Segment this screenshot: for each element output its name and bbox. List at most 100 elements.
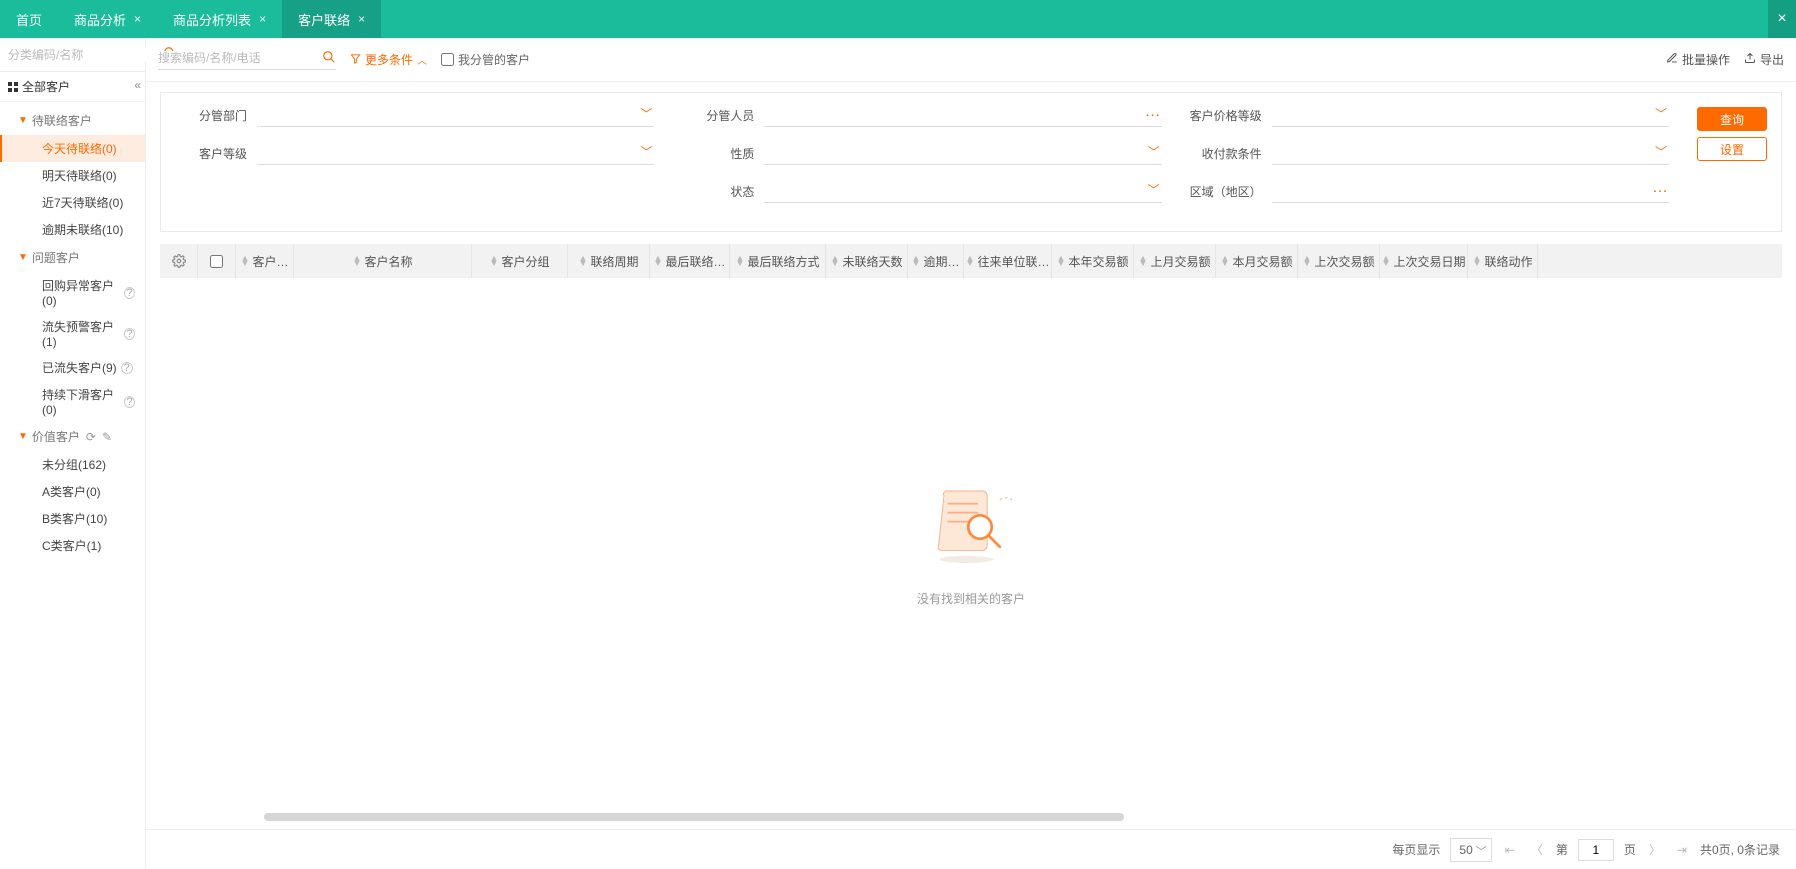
sidebar-item-label: 近7天待联络(0) xyxy=(42,194,123,211)
top-tab-bar: 首页商品分析×商品分析列表×客户联络× × xyxy=(0,0,1796,38)
sidebar-item[interactable]: 已流失客户(9)? xyxy=(0,354,145,381)
close-icon[interactable]: × xyxy=(358,12,365,26)
filter-select[interactable]: ﹀ xyxy=(1272,103,1669,127)
sidebar: 全部客户 « ▼待联络客户今天待联络(0)明天待联络(0) 近7天待联络(0) 逾期… xyxy=(0,38,146,869)
column-header[interactable]: ▲▼上次交易日期 xyxy=(1380,244,1468,278)
filter-select[interactable]: ﹀ xyxy=(257,103,654,127)
per-page-select[interactable]: 50 ﹀ xyxy=(1450,838,1491,862)
help-icon[interactable]: ? xyxy=(124,287,135,299)
column-header[interactable]: ▲▼本月交易额 xyxy=(1216,244,1298,278)
column-header[interactable]: ▲▼未联络天数 xyxy=(826,244,908,278)
column-header[interactable]: ▲▼客户名称 xyxy=(294,244,472,278)
sidebar-search-input[interactable] xyxy=(8,48,163,62)
my-customers-checkbox-input[interactable] xyxy=(441,53,454,66)
column-header[interactable]: ▲▼逾期… xyxy=(908,244,964,278)
close-icon[interactable]: × xyxy=(259,12,266,26)
select-all-checkbox[interactable] xyxy=(210,255,223,268)
config-button[interactable]: 设置 xyxy=(1697,137,1767,161)
next-page-button[interactable]: 〉 xyxy=(1646,841,1664,858)
caret-down-icon: ▼ xyxy=(18,252,28,263)
column-header[interactable]: ▲▼客户分组 xyxy=(472,244,568,278)
column-header[interactable]: ▲▼联络周期 xyxy=(568,244,650,278)
filter-field: 区域（地区）… xyxy=(1190,179,1669,203)
column-header[interactable]: ▲▼往来单位联… xyxy=(964,244,1052,278)
sort-icon: ▲▼ xyxy=(1473,256,1482,266)
column-header[interactable]: ▲▼联络动作 xyxy=(1468,244,1538,278)
filter-label: 收付款条件 xyxy=(1190,145,1272,162)
filter-picker[interactable]: … xyxy=(764,103,1161,127)
column-label: 本月交易额 xyxy=(1232,253,1292,270)
help-icon[interactable]: ? xyxy=(124,328,135,340)
filter-select[interactable]: ﹀ xyxy=(1272,141,1669,165)
sidebar-root[interactable]: 全部客户 « xyxy=(0,72,145,102)
edit-icon xyxy=(1666,52,1678,67)
column-header[interactable]: ▲▼上次交易额 xyxy=(1298,244,1380,278)
top-tab[interactable]: 客户联络× xyxy=(282,0,381,38)
more-conditions-toggle[interactable]: 更多条件 ︿ xyxy=(350,51,427,68)
sidebar-item[interactable]: 明天待联络(0) xyxy=(0,162,145,189)
edit-icon[interactable]: ✎ xyxy=(102,430,112,444)
sidebar-item[interactable]: 回购异常客户(0)? xyxy=(0,272,145,313)
column-settings-button[interactable] xyxy=(160,244,198,278)
column-header[interactable]: ▲▼客户… xyxy=(236,244,294,278)
column-header[interactable]: ▲▼本年交易额 xyxy=(1052,244,1134,278)
sort-icon: ▲▼ xyxy=(353,256,362,266)
sidebar-item[interactable]: 逾期未联络(10) xyxy=(0,216,145,243)
top-tab[interactable]: 商品分析× xyxy=(58,0,157,38)
close-icon: × xyxy=(1777,10,1786,28)
select-all-cell xyxy=(198,244,236,278)
main-search-input[interactable] xyxy=(158,51,322,65)
column-label: 客户名称 xyxy=(364,253,412,270)
filter-field: 分管人员… xyxy=(682,103,1161,127)
my-customers-checkbox[interactable]: 我分管的客户 xyxy=(441,51,530,68)
close-all-tabs-button[interactable]: × xyxy=(1768,0,1796,38)
empty-illustration-icon xyxy=(916,482,1026,572)
sidebar-item[interactable]: 持续下滑客户(0)? xyxy=(0,381,145,422)
column-label: 客户分组 xyxy=(501,253,549,270)
column-header[interactable]: ▲▼最后联络… xyxy=(650,244,730,278)
search-icon[interactable] xyxy=(322,50,336,67)
sidebar-item[interactable]: B类客户(10) xyxy=(0,505,145,532)
filter-select[interactable]: ﹀ xyxy=(764,141,1161,165)
filter-select[interactable]: ﹀ xyxy=(764,179,1161,203)
column-label: 未联络天数 xyxy=(842,253,902,270)
sidebar-item[interactable]: C类客户(1) xyxy=(0,532,145,559)
export-button[interactable]: 导出 xyxy=(1744,51,1784,68)
top-tab[interactable]: 商品分析列表× xyxy=(157,0,282,38)
refresh-icon[interactable]: ⟳ xyxy=(86,430,96,444)
help-icon[interactable]: ? xyxy=(121,362,133,374)
collapse-sidebar-icon[interactable]: « xyxy=(134,78,141,92)
close-icon[interactable]: × xyxy=(134,12,141,26)
page-input[interactable] xyxy=(1578,839,1614,861)
column-label: 最后联络方式 xyxy=(747,253,819,270)
sidebar-group[interactable]: ▼价值客户⟳✎ xyxy=(0,422,145,451)
column-header[interactable]: ▲▼最后联络方式 xyxy=(730,244,826,278)
filter-select[interactable]: ﹀ xyxy=(257,141,654,165)
last-page-button[interactable]: ⇥ xyxy=(1674,843,1690,857)
sidebar-item[interactable]: 未分组(162) xyxy=(0,451,145,478)
column-header[interactable]: ▲▼上月交易额 xyxy=(1134,244,1216,278)
table: ▲▼客户…▲▼客户名称▲▼客户分组▲▼联络周期▲▼最后联络…▲▼最后联络方式▲▼… xyxy=(160,244,1782,829)
empty-state: 没有找到相关的客户 xyxy=(160,278,1782,811)
sort-icon: ▲▼ xyxy=(1382,256,1391,266)
column-label: 本年交易额 xyxy=(1068,253,1128,270)
prev-page-button[interactable]: 〈 xyxy=(1528,841,1546,858)
help-icon[interactable]: ? xyxy=(124,396,135,408)
horizontal-scrollbar[interactable] xyxy=(174,811,1768,823)
sidebar-item[interactable]: 今天待联络(0) xyxy=(0,135,145,162)
scrollbar-thumb[interactable] xyxy=(264,813,1124,821)
column-label: 上月交易额 xyxy=(1150,253,1210,270)
top-tab[interactable]: 首页 xyxy=(0,0,58,38)
sidebar-item[interactable]: A类客户(0) xyxy=(0,478,145,505)
sidebar-item-label: 流失预警客户(1) xyxy=(42,318,120,349)
sidebar-group[interactable]: ▼待联络客户 xyxy=(0,106,145,135)
sidebar-item[interactable]: 流失预警客户(1)? xyxy=(0,313,145,354)
filter-picker[interactable]: … xyxy=(1272,179,1669,203)
query-button[interactable]: 查询 xyxy=(1697,107,1767,131)
sidebar-item[interactable]: 近7天待联络(0) xyxy=(0,189,145,216)
batch-action-label: 批量操作 xyxy=(1682,51,1730,68)
first-page-button[interactable]: ⇤ xyxy=(1502,843,1518,857)
sidebar-group[interactable]: ▼问题客户 xyxy=(0,243,145,272)
batch-action-button[interactable]: 批量操作 xyxy=(1666,51,1730,68)
caret-down-icon: ▼ xyxy=(18,115,28,126)
